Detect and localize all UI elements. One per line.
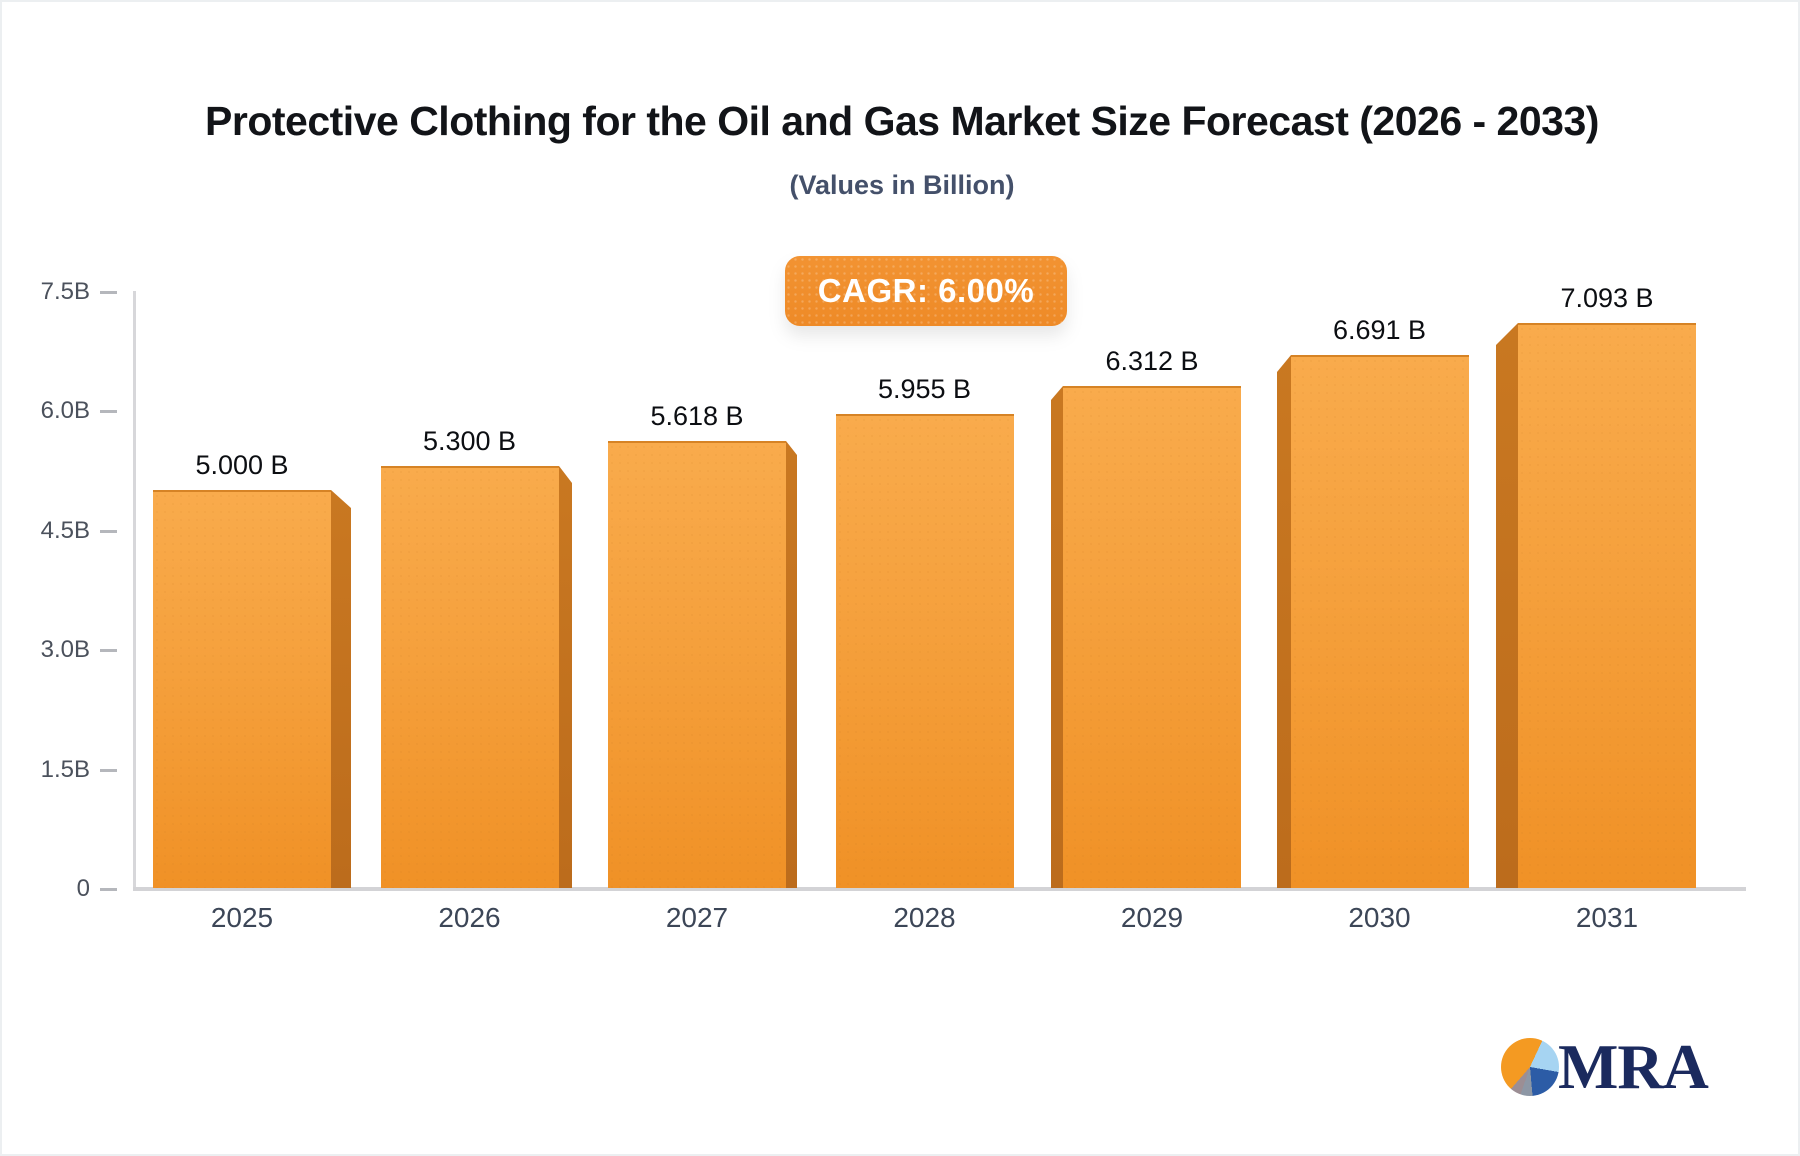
chart-title: Protective Clothing for the Oil and Gas …	[205, 98, 1599, 144]
bar-2030	[1291, 355, 1469, 888]
bar-3d-side	[1496, 323, 1518, 888]
bar-3d-side	[1277, 355, 1291, 888]
x-axis-label-2030: 2030	[1348, 902, 1411, 933]
y-axis-tick	[100, 649, 117, 653]
bar-value-label: 6.691 B	[1332, 315, 1427, 345]
y-axis-tick	[100, 888, 117, 891]
bar-value-label: 5.955 B	[877, 374, 972, 404]
x-axis-line	[133, 887, 1746, 891]
y-axis-tick-label: 4.5B	[40, 516, 90, 544]
bar-value-label: 5.000 B	[195, 450, 289, 480]
chart-subtitle: (Values in Billion)	[789, 170, 1015, 200]
y-axis-tick	[100, 291, 117, 294]
y-axis-tick-label: 7.5B	[40, 278, 90, 305]
brand-logo: MRA	[1501, 1031, 1709, 1102]
y-axis-tick-label: 3.0B	[40, 636, 90, 664]
bar-value-label: 7.093 B	[1560, 283, 1654, 313]
x-axis-label-2029: 2029	[1120, 902, 1184, 933]
y-axis-line	[133, 291, 136, 889]
y-axis-tick	[100, 410, 117, 414]
bar-3d-side	[1051, 386, 1063, 888]
bar-2025	[153, 490, 331, 888]
y-axis-tick-label: 1.5B	[40, 755, 90, 783]
cagr-badge: CAGR: 6.00%	[785, 256, 1067, 326]
bar-value-label: 5.300 B	[422, 426, 517, 456]
bar-2029	[1063, 386, 1241, 888]
pie-chart-logo-icon	[1501, 1038, 1559, 1096]
y-axis-tick-label: 0	[76, 875, 90, 902]
bar-value-label: 6.312 B	[1105, 346, 1199, 376]
x-axis-label-2031: 2031	[1575, 902, 1639, 933]
bar-3d-side	[786, 441, 797, 888]
x-axis-label-2025: 2025	[210, 902, 274, 933]
bar-value-label: 5.618 B	[650, 401, 744, 431]
y-axis-tick	[100, 768, 117, 772]
x-axis-label-2027: 2027	[665, 902, 729, 933]
bar-2026	[381, 466, 559, 888]
bar-3d-side	[331, 490, 351, 888]
bar-2028	[836, 414, 1014, 888]
bar-2031	[1518, 323, 1696, 888]
brand-name: MRA	[1558, 1031, 1709, 1102]
x-axis-label-2026: 2026	[438, 902, 501, 933]
bar-3d-side	[559, 466, 572, 888]
x-axis-label-2028: 2028	[893, 902, 956, 933]
bar-2027	[608, 441, 786, 888]
y-axis-tick-label: 6.0B	[40, 397, 90, 425]
y-axis-tick	[100, 529, 117, 533]
